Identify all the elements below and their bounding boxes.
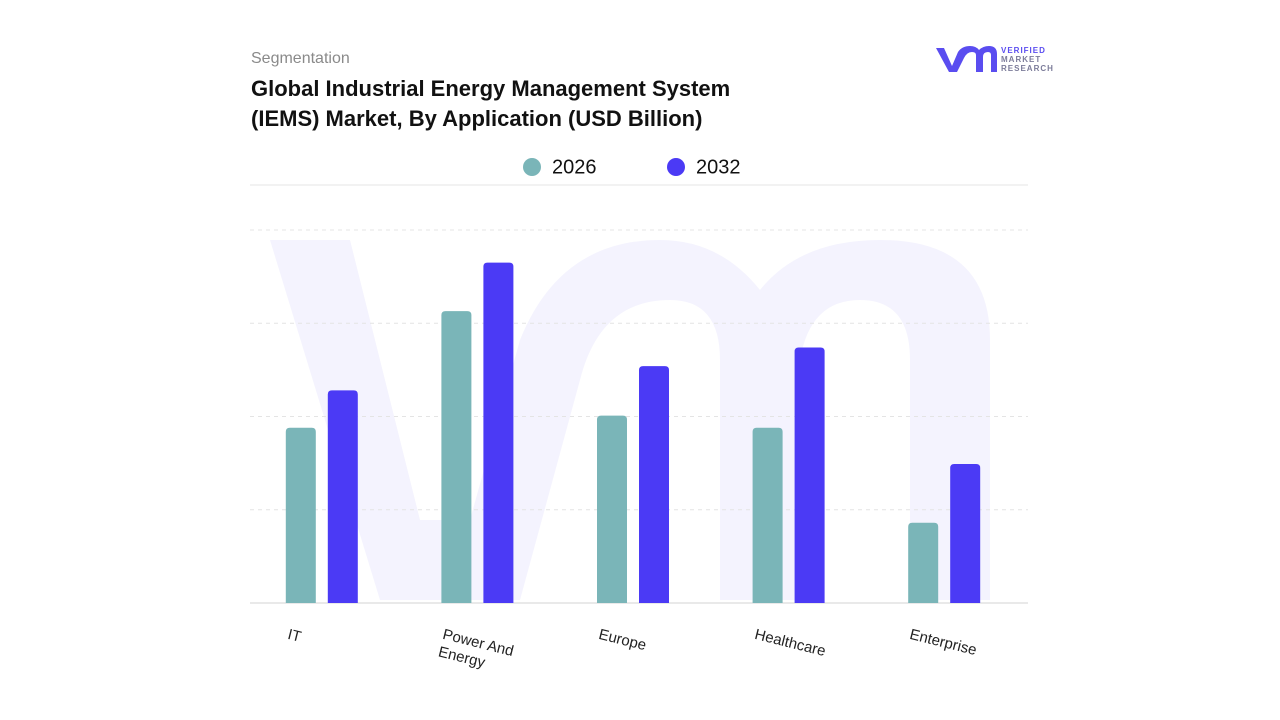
logo-line: RESEARCH bbox=[1001, 64, 1054, 73]
bar bbox=[327, 390, 358, 603]
logo-text: VERIFIED MARKET RESEARCH bbox=[1001, 46, 1054, 73]
legend-label: 2026 bbox=[552, 156, 597, 178]
chart-title: Global Industrial Energy Management Syst… bbox=[251, 76, 731, 131]
bar bbox=[950, 464, 981, 603]
bar bbox=[752, 427, 783, 603]
watermark bbox=[270, 240, 990, 600]
logo-mark bbox=[936, 46, 997, 72]
subtitle: Segmentation bbox=[251, 50, 350, 67]
legend-label: 2032 bbox=[696, 156, 741, 178]
legend-marker bbox=[523, 158, 541, 176]
bar bbox=[441, 311, 472, 603]
logo-line: MARKET bbox=[1001, 55, 1042, 64]
bar bbox=[483, 262, 514, 603]
legend-marker bbox=[667, 158, 685, 176]
bar bbox=[285, 427, 316, 603]
bar bbox=[908, 522, 939, 603]
bar bbox=[639, 366, 669, 603]
logo-line: VERIFIED bbox=[1001, 46, 1046, 55]
bar bbox=[597, 415, 627, 603]
bar bbox=[794, 347, 825, 603]
